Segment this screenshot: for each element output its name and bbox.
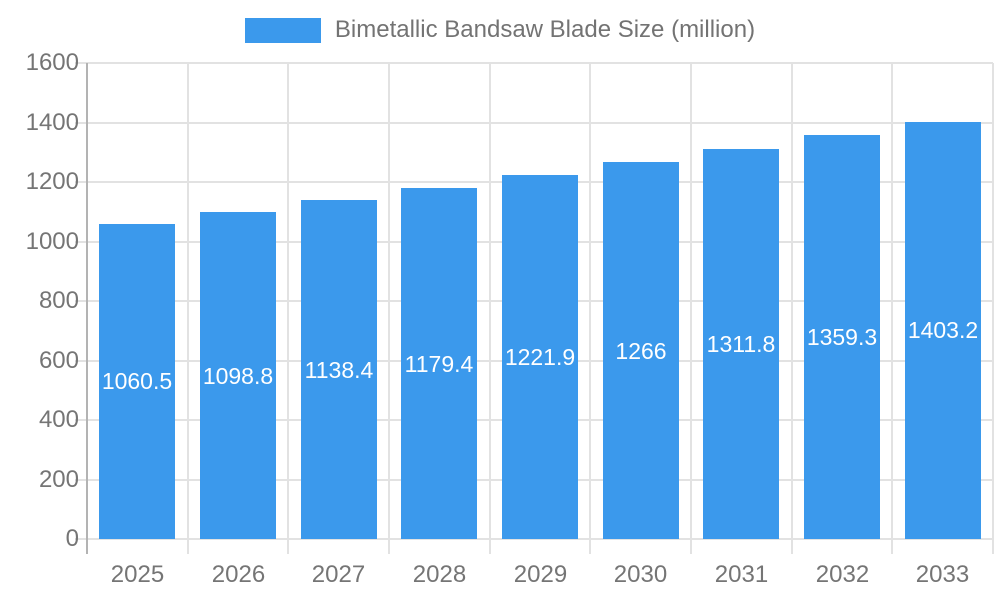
bar-value-label: 1098.8: [202, 363, 274, 389]
x-axis-tick: [287, 539, 290, 554]
bar-value-label: 1179.4: [404, 351, 474, 377]
x-axis-tick: [690, 539, 692, 554]
bar-value-label: 1266: [615, 338, 667, 364]
bar-2029: [502, 175, 578, 539]
x-axis-tick: [589, 539, 592, 554]
x-axis-tick-label: 2031: [714, 561, 769, 588]
y-axis-tick: [75, 419, 87, 421]
y-axis-tick-label: 200: [38, 465, 79, 493]
x-axis-tick: [488, 539, 491, 554]
y-axis-tick: [75, 240, 87, 243]
y-axis-tick: [75, 62, 87, 64]
bar-2032: [804, 134, 880, 539]
y-axis-tick: [75, 121, 87, 124]
gridline-horizontal: [87, 121, 993, 124]
y-axis-tick: [75, 300, 87, 302]
legend-label: Bimetallic Bandsaw Blade Size (million): [334, 16, 756, 43]
bar-2031: [703, 148, 779, 539]
bar-2033: [905, 121, 981, 539]
y-axis-tick: [75, 181, 87, 183]
y-axis-tick: [75, 538, 87, 540]
gridline-vertical: [186, 63, 189, 539]
x-axis-tick-label: 2027: [311, 561, 366, 588]
y-axis-tick-label: 400: [38, 406, 79, 433]
x-axis-tick: [992, 539, 994, 554]
gridline-horizontal: [87, 62, 993, 64]
bar-2026: [200, 212, 276, 539]
x-axis-tick-label: 2033: [915, 561, 970, 588]
y-axis-tick: [75, 478, 87, 481]
bar-value-label: 1221.9: [504, 344, 576, 370]
y-axis-line: [86, 63, 88, 554]
bar-value-label: 1138.4: [304, 357, 374, 383]
y-axis-tick-label: 1400: [25, 108, 79, 136]
y-axis-tick-label: 0: [65, 525, 79, 552]
x-axis-tick: [891, 539, 894, 554]
x-axis-tick-label: 2028: [412, 561, 467, 588]
legend-item[interactable]: Bimetallic Bandsaw Blade Size (million): [0, 16, 1000, 44]
x-axis-tick-label: 2029: [513, 561, 568, 588]
gridline-vertical: [287, 63, 290, 539]
y-axis-tick-label: 1600: [25, 49, 79, 76]
x-axis-tick: [186, 539, 189, 554]
gridline-vertical: [992, 63, 994, 539]
y-axis-tick-label: 1200: [25, 168, 79, 195]
bar-value-label: 1359.3: [806, 324, 878, 350]
x-axis-tick-label: 2032: [815, 561, 870, 588]
x-axis-tick-label: 2030: [613, 561, 668, 588]
gridline-vertical: [488, 63, 491, 539]
bar-value-label: 1060.5: [101, 368, 173, 394]
bar-value-label: 1403.2: [907, 317, 979, 343]
gridline-vertical: [690, 63, 692, 539]
gridline-vertical: [388, 63, 390, 539]
x-axis-tick-label: 2026: [211, 561, 266, 588]
y-axis-tick: [75, 359, 87, 362]
gridline-horizontal: [87, 538, 993, 540]
bar-value-label: 1311.8: [706, 331, 776, 357]
y-axis-tick-label: 1000: [25, 227, 79, 255]
x-axis-tick-label: 2025: [110, 561, 165, 588]
bar-2030: [603, 162, 679, 539]
bar-2028: [401, 188, 477, 539]
gridline-vertical: [589, 63, 592, 539]
x-axis-tick: [790, 539, 793, 554]
gridline-vertical: [891, 63, 894, 539]
y-axis-tick-label: 600: [38, 346, 79, 374]
x-axis-tick: [388, 539, 390, 554]
legend-swatch: [244, 17, 321, 43]
gridline-vertical: [790, 63, 793, 539]
bar-2025: [99, 223, 175, 539]
bar-2027: [301, 200, 377, 539]
y-axis-tick-label: 800: [38, 287, 79, 314]
